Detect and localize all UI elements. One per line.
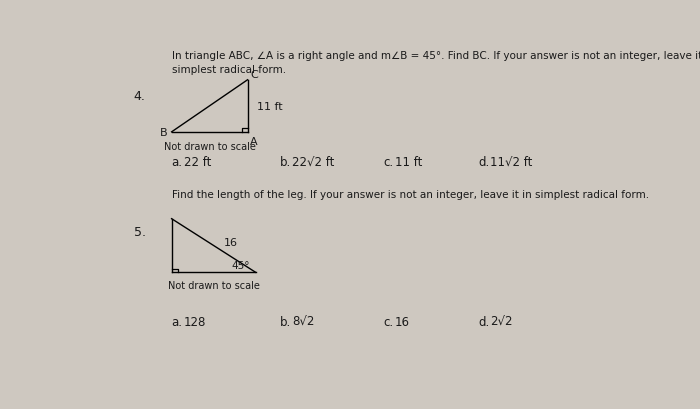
Text: b.: b. [280,315,291,328]
Text: b.: b. [280,156,291,169]
Text: 22 ft: 22 ft [183,156,211,169]
Text: 16: 16 [395,315,410,328]
Text: d.: d. [478,315,489,328]
Text: 8√2: 8√2 [292,315,314,328]
Text: Not drawn to scale: Not drawn to scale [168,281,260,290]
Text: 45°: 45° [232,260,251,270]
Text: 11 ft: 11 ft [258,101,283,112]
Text: C: C [251,70,258,79]
Text: Find the length of the leg. If your answer is not an integer, leave it in simple: Find the length of the leg. If your answ… [172,189,649,199]
Text: 4.: 4. [134,90,146,103]
Text: c.: c. [383,156,393,169]
Text: c.: c. [383,315,393,328]
Text: 2√2: 2√2 [490,315,512,328]
Text: a.: a. [172,156,183,169]
Text: 16: 16 [223,238,237,248]
Text: 22√2 ft: 22√2 ft [292,156,335,169]
Text: a.: a. [172,315,183,328]
Text: 5.: 5. [134,225,146,238]
Text: A: A [251,136,258,146]
Text: B: B [160,128,167,137]
Text: 128: 128 [183,315,206,328]
Text: In triangle ABC, ∠A is a right angle and m∠B = 45°. Find BC. If your answer is n: In triangle ABC, ∠A is a right angle and… [172,51,700,74]
Text: 11 ft: 11 ft [395,156,423,169]
Text: d.: d. [478,156,489,169]
Text: 11√2 ft: 11√2 ft [490,156,533,169]
Text: Not drawn to scale: Not drawn to scale [164,142,256,152]
